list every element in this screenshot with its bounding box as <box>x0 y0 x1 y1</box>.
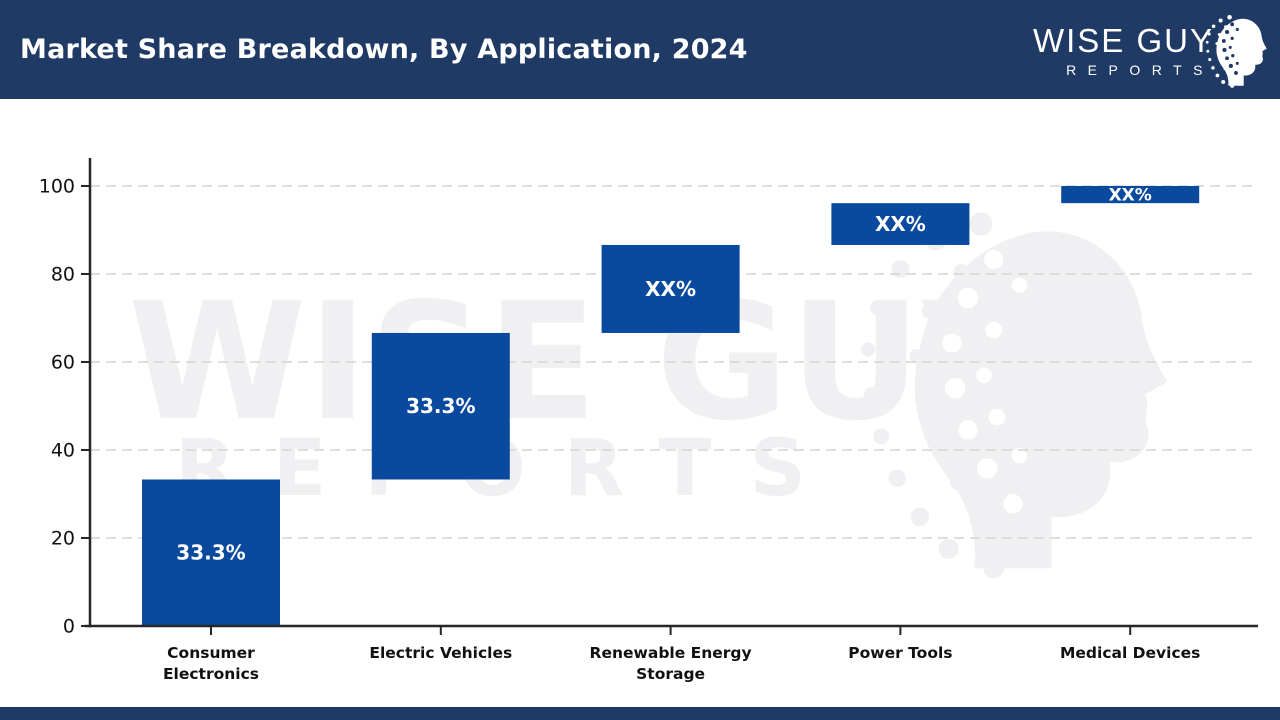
y-tick-label-40: 40 <box>51 440 75 462</box>
bar-value-label-power-tools: XX% <box>875 212 926 236</box>
page-title: Market Share Breakdown, By Application, … <box>20 34 748 65</box>
logo-subtitle: REPORTS <box>1066 61 1214 78</box>
wiseguy-logo: WISE GUY REPORTS <box>1033 8 1268 91</box>
logo-text: WISE GUY REPORTS <box>1032 22 1214 78</box>
x-label-consumer-electronics: Consumer <box>167 644 255 662</box>
x-label-medical-devices: Medical Devices <box>1060 644 1200 662</box>
bar-renewable-energy-storage <box>601 244 740 333</box>
bar-consumer-electronics <box>142 479 280 626</box>
y-tick-label-80: 80 <box>51 264 75 286</box>
bar-medical-devices <box>1061 186 1200 204</box>
header-bar: Market Share Breakdown, By Application, … <box>0 0 1280 99</box>
bar-value-label-renewable-energy-storage: XX% <box>645 277 696 301</box>
y-tick-label-100: 100 <box>39 176 75 198</box>
logo-wordmark: WISE GUY <box>1032 22 1214 59</box>
x-label-renewable-energy-storage: Renewable Energy <box>590 644 752 662</box>
y-tick-label-0: 0 <box>63 616 75 638</box>
bar-value-label-medical-devices: XX% <box>1109 186 1152 206</box>
bar-value-label-electric-vehicles: 33.3% <box>406 394 475 418</box>
footer-bar <box>0 707 1280 720</box>
x-label-consumer-electronics: Electronics <box>163 665 259 683</box>
logo-head-icon <box>1205 14 1267 88</box>
bar-value-label-consumer-electronics: 33.3% <box>176 541 245 565</box>
x-label-renewable-energy-storage: Storage <box>636 665 705 683</box>
x-label-power-tools: Power Tools <box>848 644 952 662</box>
bar-electric-vehicles <box>371 332 510 480</box>
x-label-electric-vehicles: Electric Vehicles <box>369 644 512 662</box>
y-tick-label-60: 60 <box>51 352 75 374</box>
y-tick-label-20: 20 <box>51 528 75 550</box>
